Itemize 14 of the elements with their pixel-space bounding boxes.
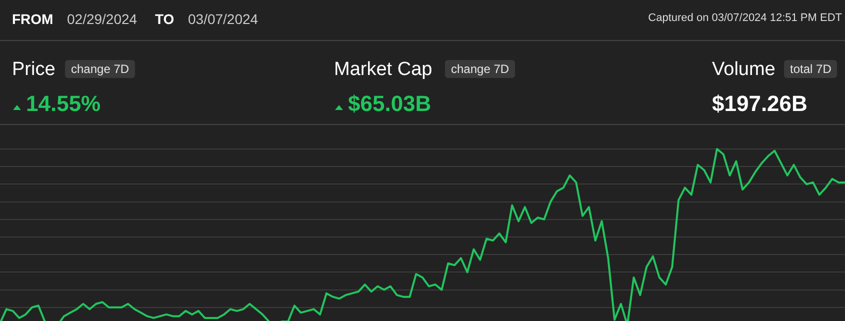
text: change 7D: [65, 60, 136, 78]
text: change 7D: [445, 60, 516, 78]
text: Price: [12, 59, 56, 81]
text: 02/29/2024: [67, 11, 138, 27]
text: FROM: [12, 11, 54, 27]
text: total 7D: [784, 60, 838, 78]
text: 03/07/2024: [188, 11, 258, 27]
text: Captured on 03/07/2024 12:51 PM EDT: [648, 12, 842, 24]
text: Volume: [712, 59, 776, 81]
text: TO: [155, 11, 174, 27]
text: $197.26B: [712, 91, 808, 117]
text: Market Cap: [334, 59, 432, 81]
text: $65.03B: [348, 91, 432, 117]
text: 14.55%: [26, 91, 101, 117]
